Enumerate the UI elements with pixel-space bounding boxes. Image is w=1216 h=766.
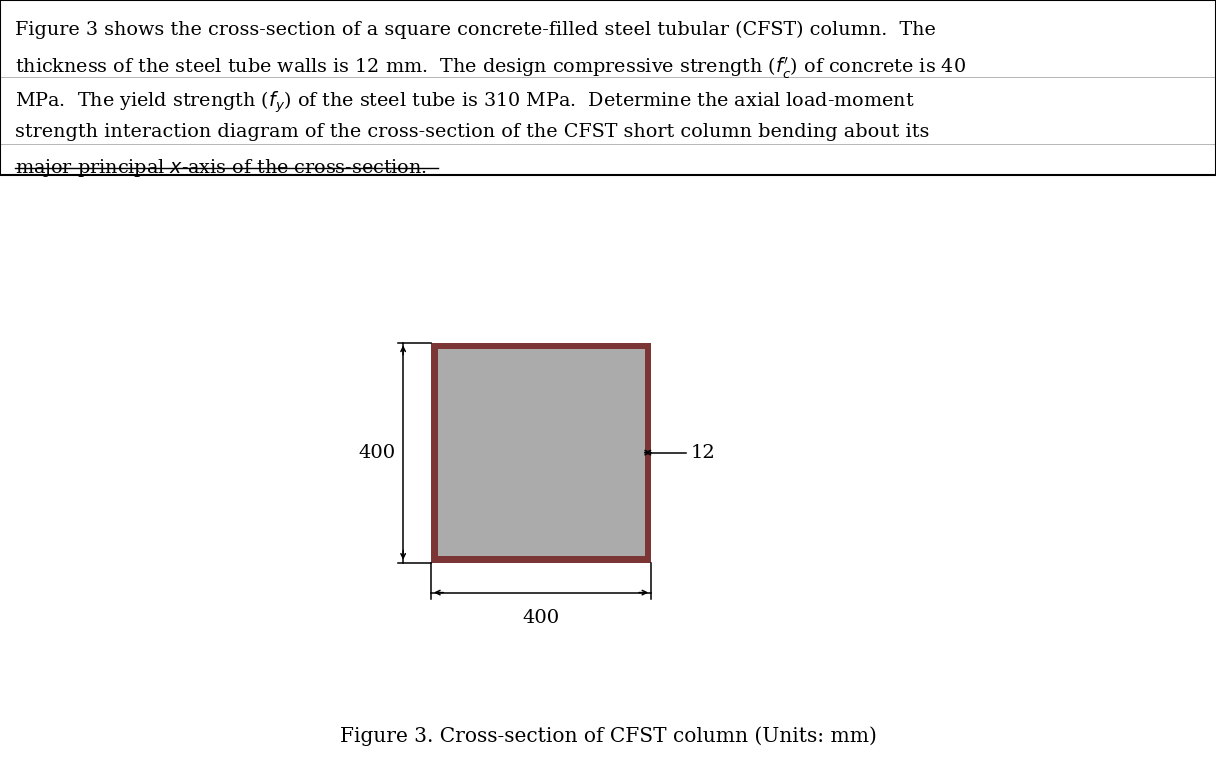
Text: Figure 3. Cross-section of CFST column (Units: mm): Figure 3. Cross-section of CFST column (… (339, 726, 877, 746)
Text: 400: 400 (523, 608, 559, 627)
Text: MPa.  The yield strength ($f_y$) of the steel tube is 310 MPa.  Determine the ax: MPa. The yield strength ($f_y$) of the s… (15, 89, 914, 115)
Text: major principal $x$-axis of the cross-section.: major principal $x$-axis of the cross-se… (15, 157, 427, 179)
Text: strength interaction diagram of the cross-section of the CFST short column bendi: strength interaction diagram of the cros… (15, 123, 929, 141)
Text: 12: 12 (691, 444, 716, 462)
Text: Figure 3 shows the cross-section of a square concrete-filled steel tubular (CFST: Figure 3 shows the cross-section of a sq… (15, 21, 935, 39)
Text: 400: 400 (358, 444, 395, 462)
Bar (432, 342, 651, 562)
Text: thickness of the steel tube walls is 12 mm.  The design compressive strength ($f: thickness of the steel tube walls is 12 … (15, 55, 966, 80)
Bar (438, 349, 644, 556)
